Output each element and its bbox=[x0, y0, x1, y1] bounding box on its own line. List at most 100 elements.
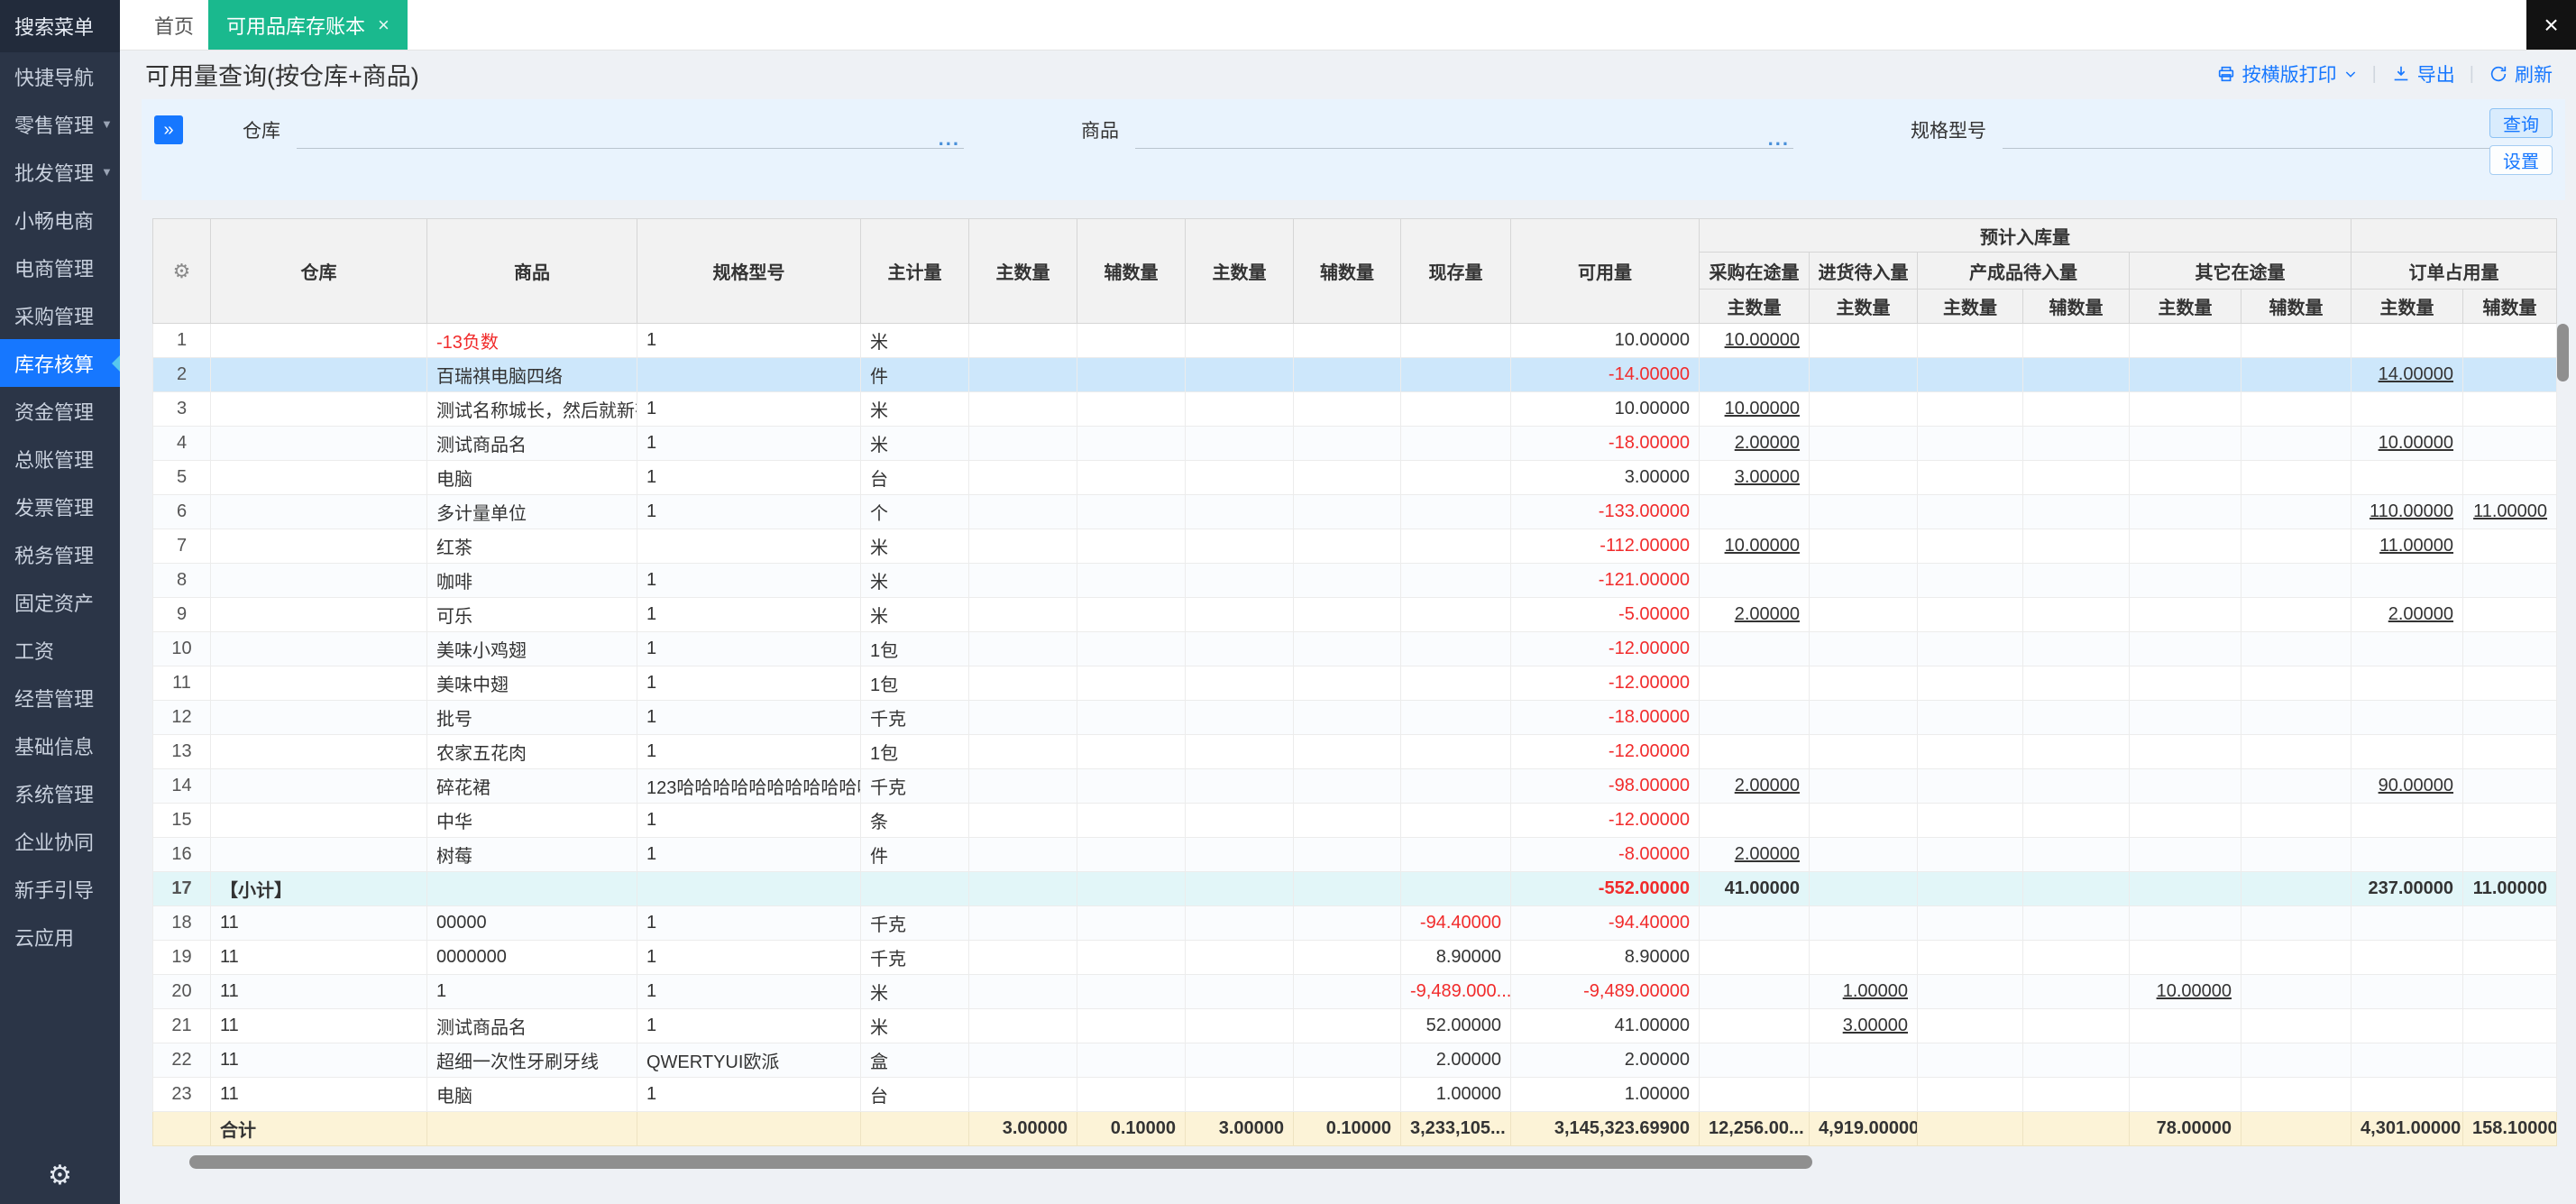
drilldown-link[interactable]: 3.00000 bbox=[1842, 1016, 1908, 1035]
tab-home[interactable]: 首页 bbox=[154, 14, 195, 38]
table-row[interactable]: 19 11 0000000 1 千克 8.90000 8.90000 bbox=[152, 940, 2558, 975]
product-input[interactable] bbox=[1135, 115, 1793, 149]
sidebar-item-7[interactable]: 资金管理 bbox=[0, 387, 120, 435]
sidebar-item-4[interactable]: 电商管理 bbox=[0, 244, 120, 291]
table-row[interactable]: 23 11 电脑 1 台 1.00000 1.00000 bbox=[152, 1077, 2558, 1112]
sidebar-item-9[interactable]: 发票管理 bbox=[0, 483, 120, 530]
horizontal-scrollbar[interactable] bbox=[152, 1153, 2556, 1172]
sidebar-item-3[interactable]: 小畅电商 bbox=[0, 196, 120, 244]
window-close-button[interactable]: × bbox=[2526, 0, 2576, 50]
sidebar-item-10[interactable]: 税务管理 bbox=[0, 530, 120, 578]
sidebar-item-12[interactable]: 工资 bbox=[0, 626, 120, 674]
table-row[interactable]: 2 百瑞祺电脑四络 件 -14.00000 14.00000 bbox=[152, 357, 2558, 392]
warehouse-input[interactable] bbox=[297, 115, 964, 149]
table-row[interactable]: 17 【小计】 -552.00000 41.00000 237.00000 11.0000… bbox=[152, 871, 2558, 906]
table-row[interactable]: 15 中华 1 条 -12.00000 bbox=[152, 803, 2558, 838]
drilldown-link[interactable]: 10.00000 bbox=[2378, 433, 2454, 453]
drilldown-link[interactable]: 10.00000 bbox=[1724, 399, 1800, 418]
settings-button[interactable]: 设置 bbox=[2489, 145, 2553, 175]
sidebar-item-16[interactable]: 企业协同 bbox=[0, 817, 120, 865]
cell: -552.00000 bbox=[1510, 871, 1700, 906]
sidebar-item-11[interactable]: 固定资产 bbox=[0, 578, 120, 626]
cell bbox=[1185, 803, 1294, 838]
drilldown-link[interactable]: 10.00000 bbox=[2156, 981, 2232, 1001]
table-row[interactable]: 16 树莓 1 件 -8.00000 2.00000 bbox=[152, 837, 2558, 872]
cell bbox=[1809, 803, 1918, 838]
drilldown-link[interactable]: 1.00000 bbox=[1842, 981, 1908, 1001]
table-row[interactable]: 8 咖啡 1 米 -121.00000 bbox=[152, 563, 2558, 598]
sidebar-item-13[interactable]: 经营管理 bbox=[0, 674, 120, 721]
sidebar-item-2[interactable]: 批发管理 ▼ bbox=[0, 148, 120, 196]
cell bbox=[1917, 837, 2023, 872]
column-settings-gear-icon[interactable]: ⚙ bbox=[172, 259, 191, 282]
cell bbox=[1917, 871, 2023, 906]
sidebar-item-15[interactable]: 系统管理 bbox=[0, 769, 120, 817]
cell bbox=[2129, 460, 2241, 495]
table-row[interactable]: 13 农家五花肉 1 1包 -12.00000 bbox=[152, 734, 2558, 769]
sidebar-item-17[interactable]: 新手引导 bbox=[0, 865, 120, 913]
tab-close-icon[interactable]: × bbox=[378, 13, 390, 36]
table-row[interactable]: 4 测试商品名 1 米 -18.00000 2.00000 10.00000 bbox=[152, 426, 2558, 461]
drilldown-link[interactable]: 2.00000 bbox=[1734, 776, 1800, 795]
table-row[interactable]: 18 11 00000 1 千克 -94.40000 -94.40000 bbox=[152, 905, 2558, 941]
sidebar-item-18[interactable]: 云应用 bbox=[0, 913, 120, 960]
product-picker-dots-icon[interactable]: ... bbox=[1767, 127, 1790, 150]
table-row[interactable]: 22 11 超细一次性牙刷牙线 QWERTYUI欧派盒 2.00000 2.00000 bbox=[152, 1043, 2558, 1078]
drilldown-link[interactable]: 2.00000 bbox=[2388, 604, 2454, 624]
sidebar-item-1[interactable]: 零售管理 ▼ bbox=[0, 100, 120, 148]
table-row[interactable]: 12 批号 1 千克 -18.00000 bbox=[152, 700, 2558, 735]
drilldown-link[interactable]: 2.00000 bbox=[1734, 433, 1800, 453]
query-button[interactable]: 查询 bbox=[2489, 108, 2553, 138]
sidebar-item-0[interactable]: 快捷导航 bbox=[0, 52, 120, 100]
table-row[interactable]: 3 测试名称城长，然后就新有没...1米 10.00000 10.00000 bbox=[152, 391, 2558, 427]
sidebar-item-label: 零售管理 bbox=[14, 114, 95, 137]
sidebar-item-6[interactable]: 库存核算 bbox=[0, 339, 120, 387]
table-row[interactable]: 21 11 测试商品名 1 米 52.00000 41.00000 3.00000 bbox=[152, 1008, 2558, 1043]
sidebar-item-label: 小畅电商 bbox=[14, 209, 95, 233]
table-row[interactable]: 20 11 1 1 米 -9,489.000... -9,489.00000 1.00000 1… bbox=[152, 974, 2558, 1009]
cell bbox=[1077, 700, 1186, 735]
sidebar-item-14[interactable]: 基础信息 bbox=[0, 721, 120, 769]
table-row[interactable]: 14 碎花裙123哈哈哈哈哈哈哈哈哈哈哈...千克 -98.00000 2.00000… bbox=[152, 768, 2558, 804]
drilldown-link[interactable]: 3.00000 bbox=[1734, 467, 1800, 487]
drilldown-link[interactable]: 10.00000 bbox=[1724, 330, 1800, 350]
horizontal-scrollbar-thumb[interactable] bbox=[189, 1155, 1812, 1169]
drilldown-link[interactable]: 110.00000 bbox=[2369, 501, 2454, 521]
table-row[interactable]: 7 红茶 米 -112.00000 10.00000 11.00000 bbox=[152, 528, 2558, 564]
col-header-aux-qty-1: 辅数量 bbox=[1077, 218, 1186, 324]
drilldown-link[interactable]: 2.00000 bbox=[1734, 604, 1800, 624]
table-row[interactable]: 10 美味小鸡翅 1 1包 -12.00000 bbox=[152, 631, 2558, 666]
drilldown-link[interactable]: 11.00000 bbox=[2379, 536, 2454, 556]
cell bbox=[2462, 905, 2558, 941]
drilldown-link[interactable]: 11.00000 bbox=[2473, 501, 2548, 521]
drilldown-link[interactable]: 90.00000 bbox=[2378, 776, 2454, 795]
drilldown-link[interactable]: 10.00000 bbox=[1724, 536, 1800, 556]
sidebar-item-label: 新手引导 bbox=[14, 878, 95, 902]
table-row[interactable]: 合计 3.00000 0.10000 3.00000 0.10000 3,233,105.… bbox=[152, 1111, 2558, 1146]
vertical-scrollbar-thumb[interactable] bbox=[2557, 324, 2569, 381]
cell bbox=[2129, 905, 2241, 941]
refresh-button[interactable]: 刷新 bbox=[2489, 60, 2553, 87]
table-row[interactable]: 11 美味中翅 1 1包 -12.00000 bbox=[152, 666, 2558, 701]
tab-available-stock-ledger[interactable]: 可用品库存账本 × bbox=[208, 0, 408, 50]
drilldown-link[interactable]: 2.00000 bbox=[1734, 844, 1800, 864]
print-button[interactable]: 按横版打印 bbox=[2216, 60, 2358, 87]
spec-input[interactable] bbox=[2003, 115, 2521, 149]
export-button[interactable]: 导出 bbox=[2391, 60, 2455, 87]
warehouse-picker-dots-icon[interactable]: ... bbox=[938, 127, 960, 150]
sidebar-gear-icon[interactable]: ⚙ bbox=[48, 1160, 72, 1190]
table-row[interactable]: 9 可乐 1 米 -5.00000 2.00000 2.00000 bbox=[152, 597, 2558, 632]
cell: 超细一次性牙刷牙线 bbox=[426, 1043, 637, 1078]
sidebar-item-5[interactable]: 采购管理 bbox=[0, 291, 120, 339]
col-header-unit: 主计量 bbox=[860, 218, 969, 324]
filter-expand-button[interactable]: » bbox=[154, 115, 183, 144]
table-row[interactable]: 5 电脑 1 台 3.00000 3.00000 bbox=[152, 460, 2558, 495]
cell bbox=[1293, 871, 1401, 906]
table-row[interactable]: 1 -13负数 1 米 10.00000 10.00000 bbox=[152, 323, 2558, 358]
table-row[interactable]: 6 多计量单位 1 个 -133.00000 110.00000 11.00000 bbox=[152, 494, 2558, 529]
cell bbox=[968, 940, 1077, 975]
sidebar-item-8[interactable]: 总账管理 bbox=[0, 435, 120, 483]
drilldown-link[interactable]: 14.00000 bbox=[2378, 364, 2454, 384]
cell bbox=[2462, 460, 2558, 495]
sidebar-search-menu[interactable]: 搜索菜单 bbox=[0, 0, 120, 52]
